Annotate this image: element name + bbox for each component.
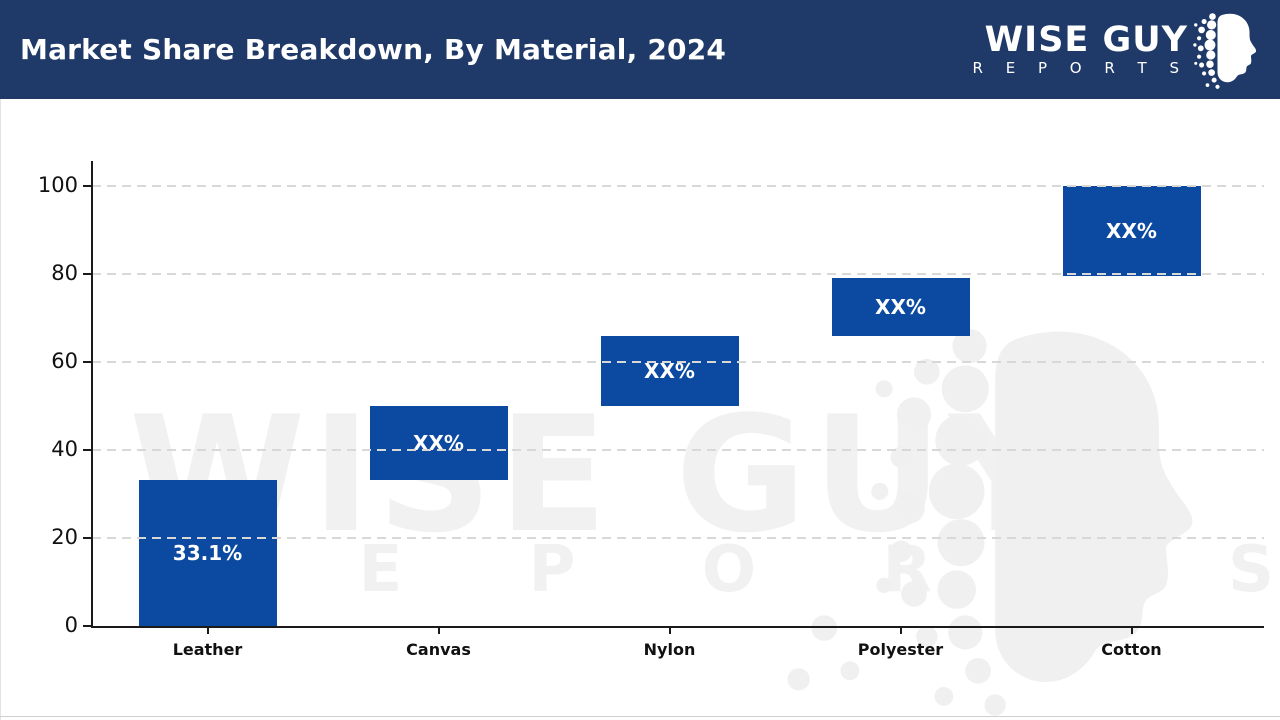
logo-text: WISE GUY R E P O R T S <box>972 19 1188 78</box>
y-axis-tick-mark <box>83 361 92 363</box>
gridline-100 <box>92 185 1264 187</box>
x-axis-tick-mark <box>437 628 440 634</box>
bar-value-label: XX% <box>413 431 464 456</box>
y-axis-line <box>91 161 93 628</box>
gridline-40 <box>92 449 1264 451</box>
watermark-dotted-head <box>787 329 1193 716</box>
page-title: Market Share Breakdown, By Material, 202… <box>20 33 727 66</box>
y-axis-tick-mark <box>83 449 92 451</box>
header-bar: Market Share Breakdown, By Material, 202… <box>0 0 1280 99</box>
logo-wordmark: WISE GUY <box>984 19 1188 60</box>
bar-leather: 33.1% <box>138 480 277 626</box>
y-axis-tick-mark <box>83 537 92 539</box>
y-axis-tick-label: 100 <box>37 173 78 197</box>
x-category-label-leather: Leather <box>172 640 243 659</box>
y-axis-tick-label: 20 <box>51 525 78 549</box>
x-category-label-canvas: Canvas <box>406 640 471 659</box>
bar-cotton: XX% <box>1062 186 1201 277</box>
y-axis-tick-mark <box>83 273 92 275</box>
x-axis-tick-mark <box>899 628 902 634</box>
y-axis-tick-label: 0 <box>64 613 78 637</box>
bottom-divider <box>0 716 1280 717</box>
bar-value-label: XX% <box>875 294 926 319</box>
y-axis-tick-mark <box>83 625 92 627</box>
y-axis-tick-mark <box>83 185 92 187</box>
y-axis-tick-label: 60 <box>51 349 78 373</box>
bar-value-label: 33.1% <box>172 541 243 566</box>
gridline-20 <box>92 537 1264 539</box>
gridline-60 <box>92 361 1264 363</box>
bar-canvas: XX% <box>369 406 508 481</box>
gridline-80 <box>92 273 1264 275</box>
chart-card: WISE GUY R E P O R T S <box>0 99 1280 720</box>
x-axis-tick-mark <box>668 628 671 634</box>
bar-polyester: XX% <box>831 278 970 336</box>
x-axis-tick-mark <box>206 628 209 634</box>
wise-guy-reports-logo: WISE GUY R E P O R T S <box>973 8 1280 92</box>
x-category-label-cotton: Cotton <box>1101 640 1162 659</box>
dotted-head-icon <box>1193 12 1257 89</box>
y-axis-tick-label: 80 <box>51 261 78 285</box>
x-axis-tick-mark <box>1130 628 1133 634</box>
x-category-label-nylon: Nylon <box>643 640 696 659</box>
bar-nylon: XX% <box>600 335 739 406</box>
x-category-label-polyester: Polyester <box>857 640 944 659</box>
x-axis-line <box>91 626 1264 628</box>
logo-subtitle: R E P O R T S <box>972 59 1188 78</box>
y-axis-tick-label: 40 <box>51 437 78 461</box>
bar-value-label: XX% <box>1106 219 1157 244</box>
